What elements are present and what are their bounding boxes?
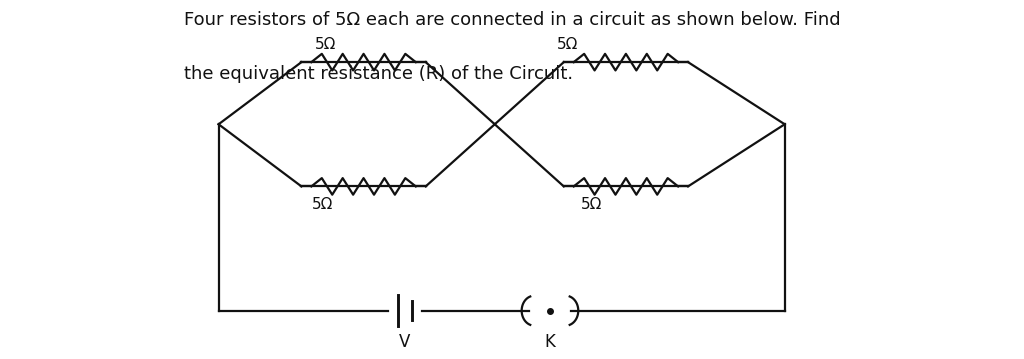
Text: K: K bbox=[545, 333, 555, 351]
Text: 5Ω: 5Ω bbox=[311, 197, 333, 212]
Text: Four resistors of 5Ω each are connected in a circuit as shown below. Find: Four resistors of 5Ω each are connected … bbox=[184, 11, 841, 29]
Text: 5Ω: 5Ω bbox=[315, 37, 337, 52]
Text: 5Ω: 5Ω bbox=[557, 37, 579, 52]
Text: 5Ω: 5Ω bbox=[581, 197, 602, 212]
Text: the equivalent resistance (R) of the Circuit.: the equivalent resistance (R) of the Cir… bbox=[184, 65, 573, 83]
Text: V: V bbox=[399, 333, 411, 351]
